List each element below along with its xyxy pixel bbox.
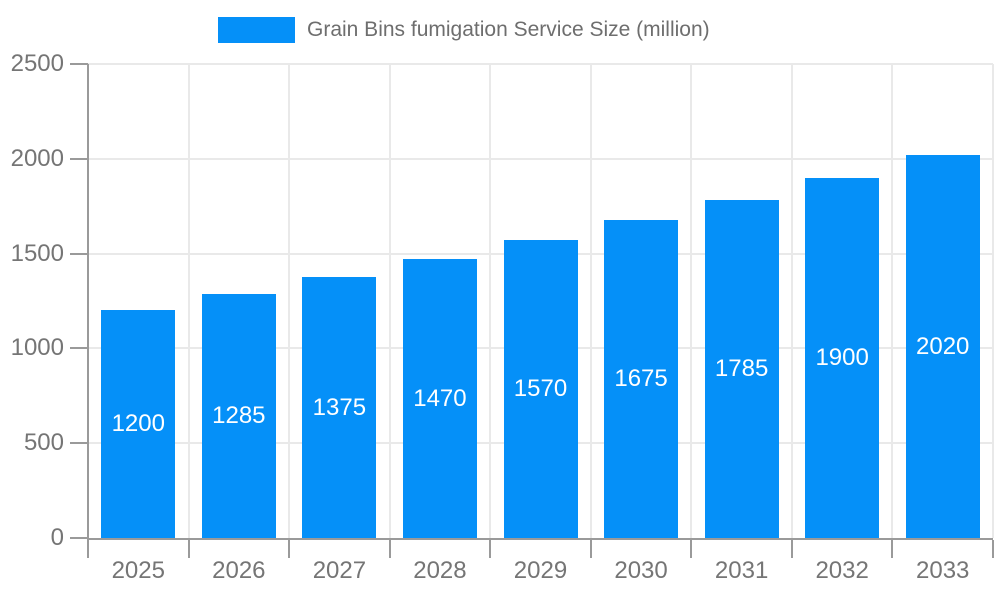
bar-value-label: 1675 <box>614 365 668 393</box>
x-axis-label: 2028 <box>413 557 467 584</box>
x-axis-tick <box>388 540 391 558</box>
y-axis-tick <box>70 442 88 445</box>
x-axis-label: 2029 <box>513 557 568 584</box>
x-gridline <box>891 64 894 538</box>
y-axis-tick <box>70 347 88 350</box>
y-axis-tick <box>70 63 88 65</box>
y-axis-tick <box>70 157 88 160</box>
x-axis-label: 2025 <box>111 557 165 584</box>
x-gridline <box>288 64 291 538</box>
chart-legend[interactable]: Grain Bins fumigation Service Size (mill… <box>218 17 710 43</box>
y-gridline <box>88 63 993 65</box>
bar-value-label: 1470 <box>413 384 467 412</box>
bar-value-label: 1785 <box>714 354 769 382</box>
x-axis-label: 2030 <box>614 557 668 584</box>
y-axis-label: 2500 <box>10 50 64 77</box>
y-axis-tick <box>70 252 88 255</box>
x-axis-tick <box>489 540 492 558</box>
bar-2032[interactable]: 1900 <box>805 177 880 538</box>
x-gridline <box>589 64 592 538</box>
x-axis-tick <box>690 540 693 558</box>
x-axis-tick <box>790 540 793 558</box>
x-axis-label: 2033 <box>916 557 970 584</box>
legend-label: Grain Bins fumigation Service Size (mill… <box>307 18 710 41</box>
x-axis-label: 2027 <box>312 557 367 584</box>
bar-value-label: 1375 <box>312 393 367 421</box>
bar-2033[interactable]: 2020 <box>905 155 980 538</box>
bar-2027[interactable]: 1375 <box>302 277 377 538</box>
x-axis-tick <box>992 540 994 558</box>
x-axis-tick <box>187 540 190 558</box>
bar-value-label: 1570 <box>513 375 568 403</box>
x-axis-tick <box>87 540 89 558</box>
bar-value-label: 1900 <box>815 343 869 371</box>
y-axis-label: 1500 <box>10 239 64 267</box>
bar-value-label: 1285 <box>212 402 266 430</box>
y-axis-label: 0 <box>50 524 64 551</box>
x-axis-label: 2026 <box>212 557 266 584</box>
x-gridline <box>790 64 793 538</box>
y-gridline <box>88 157 993 160</box>
x-axis-label: 2032 <box>815 557 869 584</box>
bar-2026[interactable]: 1285 <box>201 294 276 538</box>
x-axis-tick <box>288 540 291 558</box>
y-axis-label: 2000 <box>10 144 64 172</box>
plot-area: 1200 1285 1375 1470 1570 1675 1785 1900 2020 <box>88 63 994 538</box>
bar-2028[interactable]: 1470 <box>402 259 477 538</box>
bar-2031[interactable]: 1785 <box>704 199 779 538</box>
x-axis-tick <box>589 540 592 558</box>
y-axis-label: 500 <box>23 429 64 457</box>
y-axis-line <box>87 64 89 540</box>
x-gridline <box>690 64 693 538</box>
bar-value-label: 2020 <box>916 332 970 360</box>
x-axis-label: 2031 <box>714 557 769 584</box>
legend-swatch-icon <box>218 17 295 43</box>
bar-value-label: 1200 <box>111 410 165 438</box>
x-gridline <box>489 64 492 538</box>
y-axis-tick <box>70 537 88 539</box>
x-gridline <box>992 64 994 538</box>
bar-2025[interactable]: 1200 <box>101 310 176 538</box>
y-axis-label: 1000 <box>10 334 64 362</box>
x-gridline <box>388 64 391 538</box>
x-axis-line <box>88 538 993 540</box>
x-axis-tick <box>891 540 894 558</box>
bar-2030[interactable]: 1675 <box>604 220 679 538</box>
bar-2029[interactable]: 1570 <box>503 240 578 538</box>
x-gridline <box>187 64 190 538</box>
